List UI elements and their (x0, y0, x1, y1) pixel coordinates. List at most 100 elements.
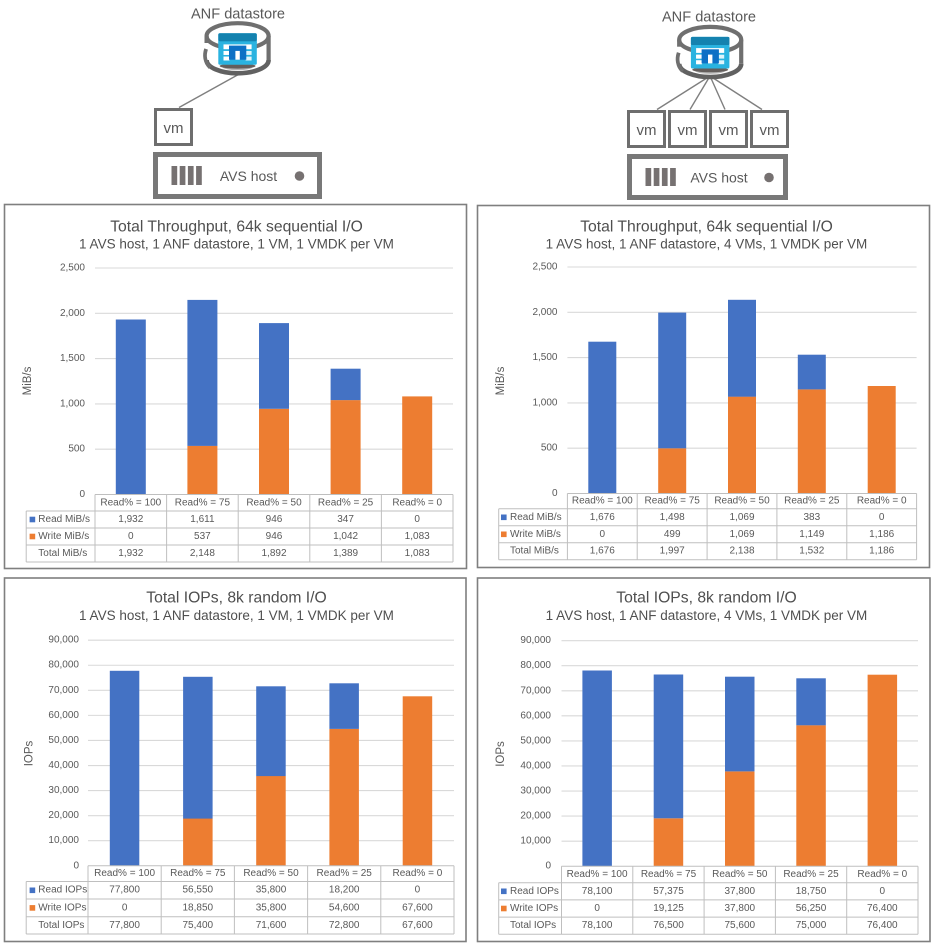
svg-text:60,000: 60,000 (520, 710, 551, 721)
svg-text:1,000: 1,000 (60, 398, 85, 409)
svg-text:1,500: 1,500 (60, 353, 85, 364)
svg-text:90,000: 90,000 (48, 635, 79, 646)
svg-text:67,600: 67,600 (402, 902, 433, 913)
svg-text:vm: vm (164, 120, 184, 137)
svg-text:499: 499 (664, 529, 681, 540)
svg-text:Read% = 75: Read% = 75 (645, 496, 701, 507)
svg-text:1,069: 1,069 (729, 512, 754, 523)
svg-text:1,389: 1,389 (333, 548, 358, 559)
svg-text:18,850: 18,850 (183, 902, 214, 913)
svg-text:Total Throughput, 64k sequenti: Total Throughput, 64k sequential I/O (110, 219, 363, 236)
svg-text:Write MiB/s: Write MiB/s (38, 531, 89, 542)
svg-text:Total IOPs: Total IOPs (510, 920, 556, 931)
svg-text:1 AVS host, 1 ANF datastore, 1: 1 AVS host, 1 ANF datastore, 1 VM, 1 VMD… (79, 608, 394, 623)
svg-text:77,800: 77,800 (109, 920, 140, 931)
svg-text:18,750: 18,750 (796, 886, 827, 897)
svg-text:37,800: 37,800 (725, 886, 756, 897)
svg-text:Read% = 25: Read% = 25 (317, 868, 373, 879)
svg-text:2,500: 2,500 (532, 262, 557, 273)
svg-text:Read% = 25: Read% = 25 (318, 497, 374, 508)
svg-text:70,000: 70,000 (520, 685, 551, 696)
svg-text:35,800: 35,800 (256, 902, 287, 913)
svg-text:1,932: 1,932 (118, 514, 143, 525)
svg-text:70,000: 70,000 (48, 685, 79, 696)
svg-text:1,149: 1,149 (799, 529, 824, 540)
svg-text:57,375: 57,375 (653, 886, 684, 897)
svg-text:0: 0 (122, 902, 128, 913)
svg-text:Read% = 0: Read% = 0 (392, 497, 442, 508)
svg-text:1,932: 1,932 (118, 548, 143, 559)
svg-text:Read% = 50: Read% = 50 (243, 868, 299, 879)
svg-text:0: 0 (879, 512, 885, 523)
svg-text:Read IOPs: Read IOPs (510, 886, 559, 897)
svg-text:1,083: 1,083 (405, 531, 430, 542)
svg-text:1,042: 1,042 (333, 531, 358, 542)
svg-text:Read% = 100: Read% = 100 (572, 496, 633, 507)
svg-text:56,250: 56,250 (796, 903, 827, 914)
svg-text:Read% = 100: Read% = 100 (100, 497, 161, 508)
svg-text:20,000: 20,000 (520, 811, 551, 822)
svg-text:0: 0 (415, 885, 421, 896)
svg-text:1,676: 1,676 (590, 546, 615, 557)
svg-text:AVS host: AVS host (220, 168, 277, 184)
svg-text:Read% = 75: Read% = 75 (170, 868, 226, 879)
svg-text:vm: vm (719, 122, 739, 139)
svg-text:Read% = 75: Read% = 75 (641, 869, 697, 880)
svg-text:347: 347 (337, 514, 354, 525)
svg-text:Read MiB/s: Read MiB/s (38, 514, 90, 525)
svg-text:2,500: 2,500 (60, 263, 85, 274)
svg-text:10,000: 10,000 (48, 835, 79, 846)
svg-text:2,000: 2,000 (532, 307, 557, 318)
svg-text:80,000: 80,000 (48, 660, 79, 671)
svg-text:1,498: 1,498 (660, 512, 685, 523)
svg-text:Read% = 0: Read% = 0 (857, 869, 907, 880)
svg-text:90,000: 90,000 (520, 635, 551, 646)
svg-text:35,800: 35,800 (256, 885, 287, 896)
svg-text:Read% = 50: Read% = 50 (246, 497, 302, 508)
svg-text:37,800: 37,800 (725, 903, 756, 914)
svg-text:Total IOPs, 8k random I/O: Total IOPs, 8k random I/O (146, 590, 326, 607)
svg-text:1,892: 1,892 (261, 548, 286, 559)
svg-text:19,125: 19,125 (653, 903, 684, 914)
svg-text:75,000: 75,000 (796, 920, 827, 931)
svg-text:18,200: 18,200 (329, 885, 360, 896)
svg-text:0: 0 (414, 514, 420, 525)
svg-text:1,186: 1,186 (869, 546, 894, 557)
svg-text:40,000: 40,000 (48, 760, 79, 771)
svg-text:78,100: 78,100 (582, 886, 613, 897)
svg-text:vm: vm (637, 122, 657, 139)
svg-text:54,600: 54,600 (329, 902, 360, 913)
svg-text:1 AVS host, 1 ANF datastore, 4: 1 AVS host, 1 ANF datastore, 4 VMs, 1 VM… (546, 237, 868, 252)
svg-text:75,400: 75,400 (183, 920, 214, 931)
svg-text:2,138: 2,138 (729, 546, 754, 557)
svg-text:76,400: 76,400 (867, 903, 898, 914)
svg-text:IOPs: IOPs (24, 740, 36, 766)
svg-text:76,500: 76,500 (653, 920, 684, 931)
svg-text:1,000: 1,000 (532, 397, 557, 408)
svg-text:30,000: 30,000 (48, 785, 79, 796)
svg-text:Read% = 0: Read% = 0 (857, 496, 907, 507)
svg-text:ANF datastore: ANF datastore (662, 10, 756, 26)
svg-text:MiB/s: MiB/s (495, 366, 507, 395)
svg-text:Total MiB/s: Total MiB/s (510, 546, 559, 557)
svg-text:537: 537 (194, 531, 211, 542)
svg-text:vm: vm (678, 122, 698, 139)
svg-text:ANF datastore: ANF datastore (191, 7, 285, 23)
svg-text:1,676: 1,676 (590, 512, 615, 523)
svg-text:946: 946 (266, 514, 283, 525)
svg-text:0: 0 (594, 903, 600, 914)
svg-text:Total IOPs, 8k random I/O: Total IOPs, 8k random I/O (616, 590, 796, 607)
svg-text:Write IOPs: Write IOPs (38, 902, 86, 913)
svg-text:AVS host: AVS host (690, 170, 747, 186)
svg-text:1,069: 1,069 (729, 529, 754, 540)
svg-text:Total MiB/s: Total MiB/s (38, 548, 87, 559)
svg-text:Write MiB/s: Write MiB/s (510, 529, 561, 540)
svg-text:77,800: 77,800 (109, 885, 140, 896)
svg-text:Total Throughput, 64k sequenti: Total Throughput, 64k sequential I/O (580, 219, 833, 236)
svg-text:78,100: 78,100 (582, 920, 613, 931)
svg-text:383: 383 (803, 512, 820, 523)
svg-text:0: 0 (600, 529, 606, 540)
svg-text:Total IOPs: Total IOPs (38, 920, 84, 931)
svg-text:20,000: 20,000 (48, 810, 79, 821)
svg-text:Read% = 50: Read% = 50 (712, 869, 768, 880)
